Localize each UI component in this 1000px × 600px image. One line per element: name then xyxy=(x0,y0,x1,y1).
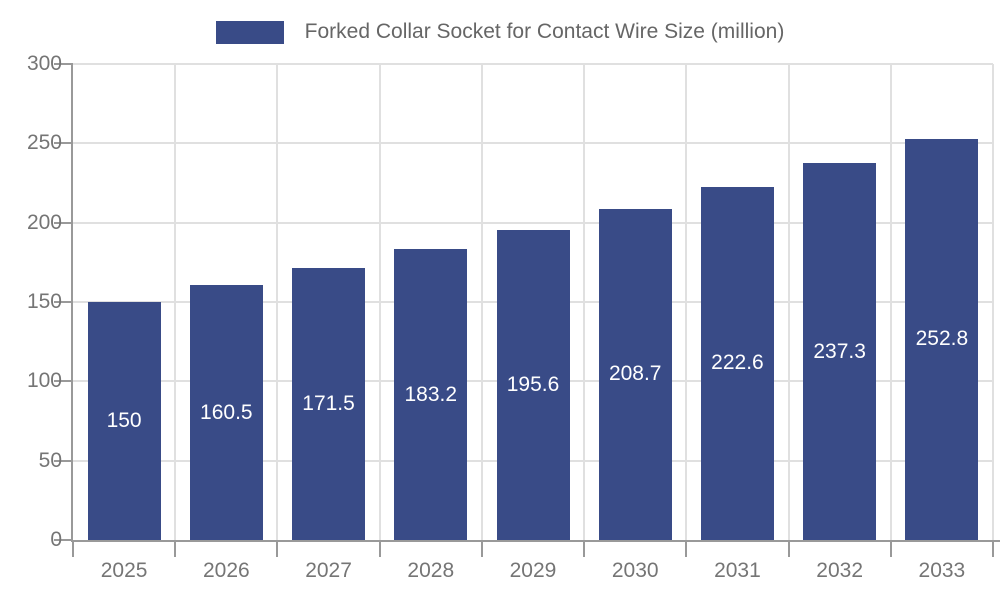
legend-swatch xyxy=(215,20,284,44)
x-tick-4 xyxy=(480,540,483,557)
gridline-v-8 xyxy=(889,64,892,540)
bar-2028[interactable] xyxy=(394,249,468,540)
x-axis-label-2027: 2027 xyxy=(305,559,352,582)
y-axis-label-200: 200 xyxy=(26,210,62,234)
x-tick-3 xyxy=(378,540,381,557)
x-axis-label-2028: 2028 xyxy=(407,559,455,582)
gridline-h-300 xyxy=(73,63,993,65)
legend-label: Forked Collar Socket for Contact Wire Si… xyxy=(304,20,785,43)
gridline-v-3 xyxy=(378,64,381,540)
x-tick-6 xyxy=(685,540,688,557)
y-axis-label-0: 0 xyxy=(50,528,62,551)
y-tick-100 xyxy=(54,380,73,383)
x-axis-label-2025: 2025 xyxy=(100,559,148,582)
bar-2027[interactable] xyxy=(292,267,366,540)
gridline-v-6 xyxy=(685,64,688,540)
bar-2029[interactable] xyxy=(496,229,570,540)
x-axis-label-2033: 2033 xyxy=(918,559,966,582)
x-axis-label-2032: 2032 xyxy=(816,559,864,582)
x-axis-label-2029: 2029 xyxy=(509,559,557,582)
y-tick-250 xyxy=(54,142,73,145)
bar-2032[interactable] xyxy=(803,163,877,540)
gridline-h-250 xyxy=(73,142,993,145)
gridline-v-9 xyxy=(992,64,994,540)
gridline-h-200 xyxy=(73,221,993,224)
bar-2030[interactable] xyxy=(598,208,672,540)
x-axis-line xyxy=(71,540,1000,542)
y-axis-label-100: 100 xyxy=(26,369,62,393)
y-tick-150 xyxy=(54,301,73,303)
x-axis-label-2030: 2030 xyxy=(611,559,659,582)
x-tick-8 xyxy=(889,540,892,557)
y-tick-50 xyxy=(54,459,73,462)
x-tick-5 xyxy=(583,540,586,557)
y-axis-label-250: 250 xyxy=(26,131,62,155)
x-tick-9 xyxy=(992,540,994,557)
y-tick-300 xyxy=(54,63,73,65)
y-axis-label-150: 150 xyxy=(26,290,62,313)
y-axis-label-300: 300 xyxy=(26,52,62,75)
bar-2026[interactable] xyxy=(189,285,263,540)
bar-2033[interactable] xyxy=(905,138,979,540)
gridline-v-7 xyxy=(787,64,790,540)
x-tick-0 xyxy=(72,540,74,557)
x-tick-1 xyxy=(174,540,177,557)
plot-area: 150 160.5 171.5 183.2 195.6 208.7 222.6 237.3 25… xyxy=(54,63,1000,557)
y-tick-200 xyxy=(54,221,73,224)
bar-2031[interactable] xyxy=(700,186,774,540)
x-axis-label-2031: 2031 xyxy=(714,559,761,582)
y-tick-0 xyxy=(54,539,73,541)
x-axis-label-2026: 2026 xyxy=(202,559,250,582)
chart-legend[interactable]: Forked Collar Socket for Contact Wire Si… xyxy=(0,14,1000,50)
x-tick-2 xyxy=(276,540,279,557)
gridline-v-5 xyxy=(583,64,586,540)
gridline-v-4 xyxy=(480,64,483,540)
bar-2025[interactable] xyxy=(87,302,161,540)
x-tick-7 xyxy=(787,540,790,557)
y-axis-label-50: 50 xyxy=(38,448,62,472)
gridline-v-2 xyxy=(276,64,279,540)
gridline-v-1 xyxy=(174,64,177,540)
